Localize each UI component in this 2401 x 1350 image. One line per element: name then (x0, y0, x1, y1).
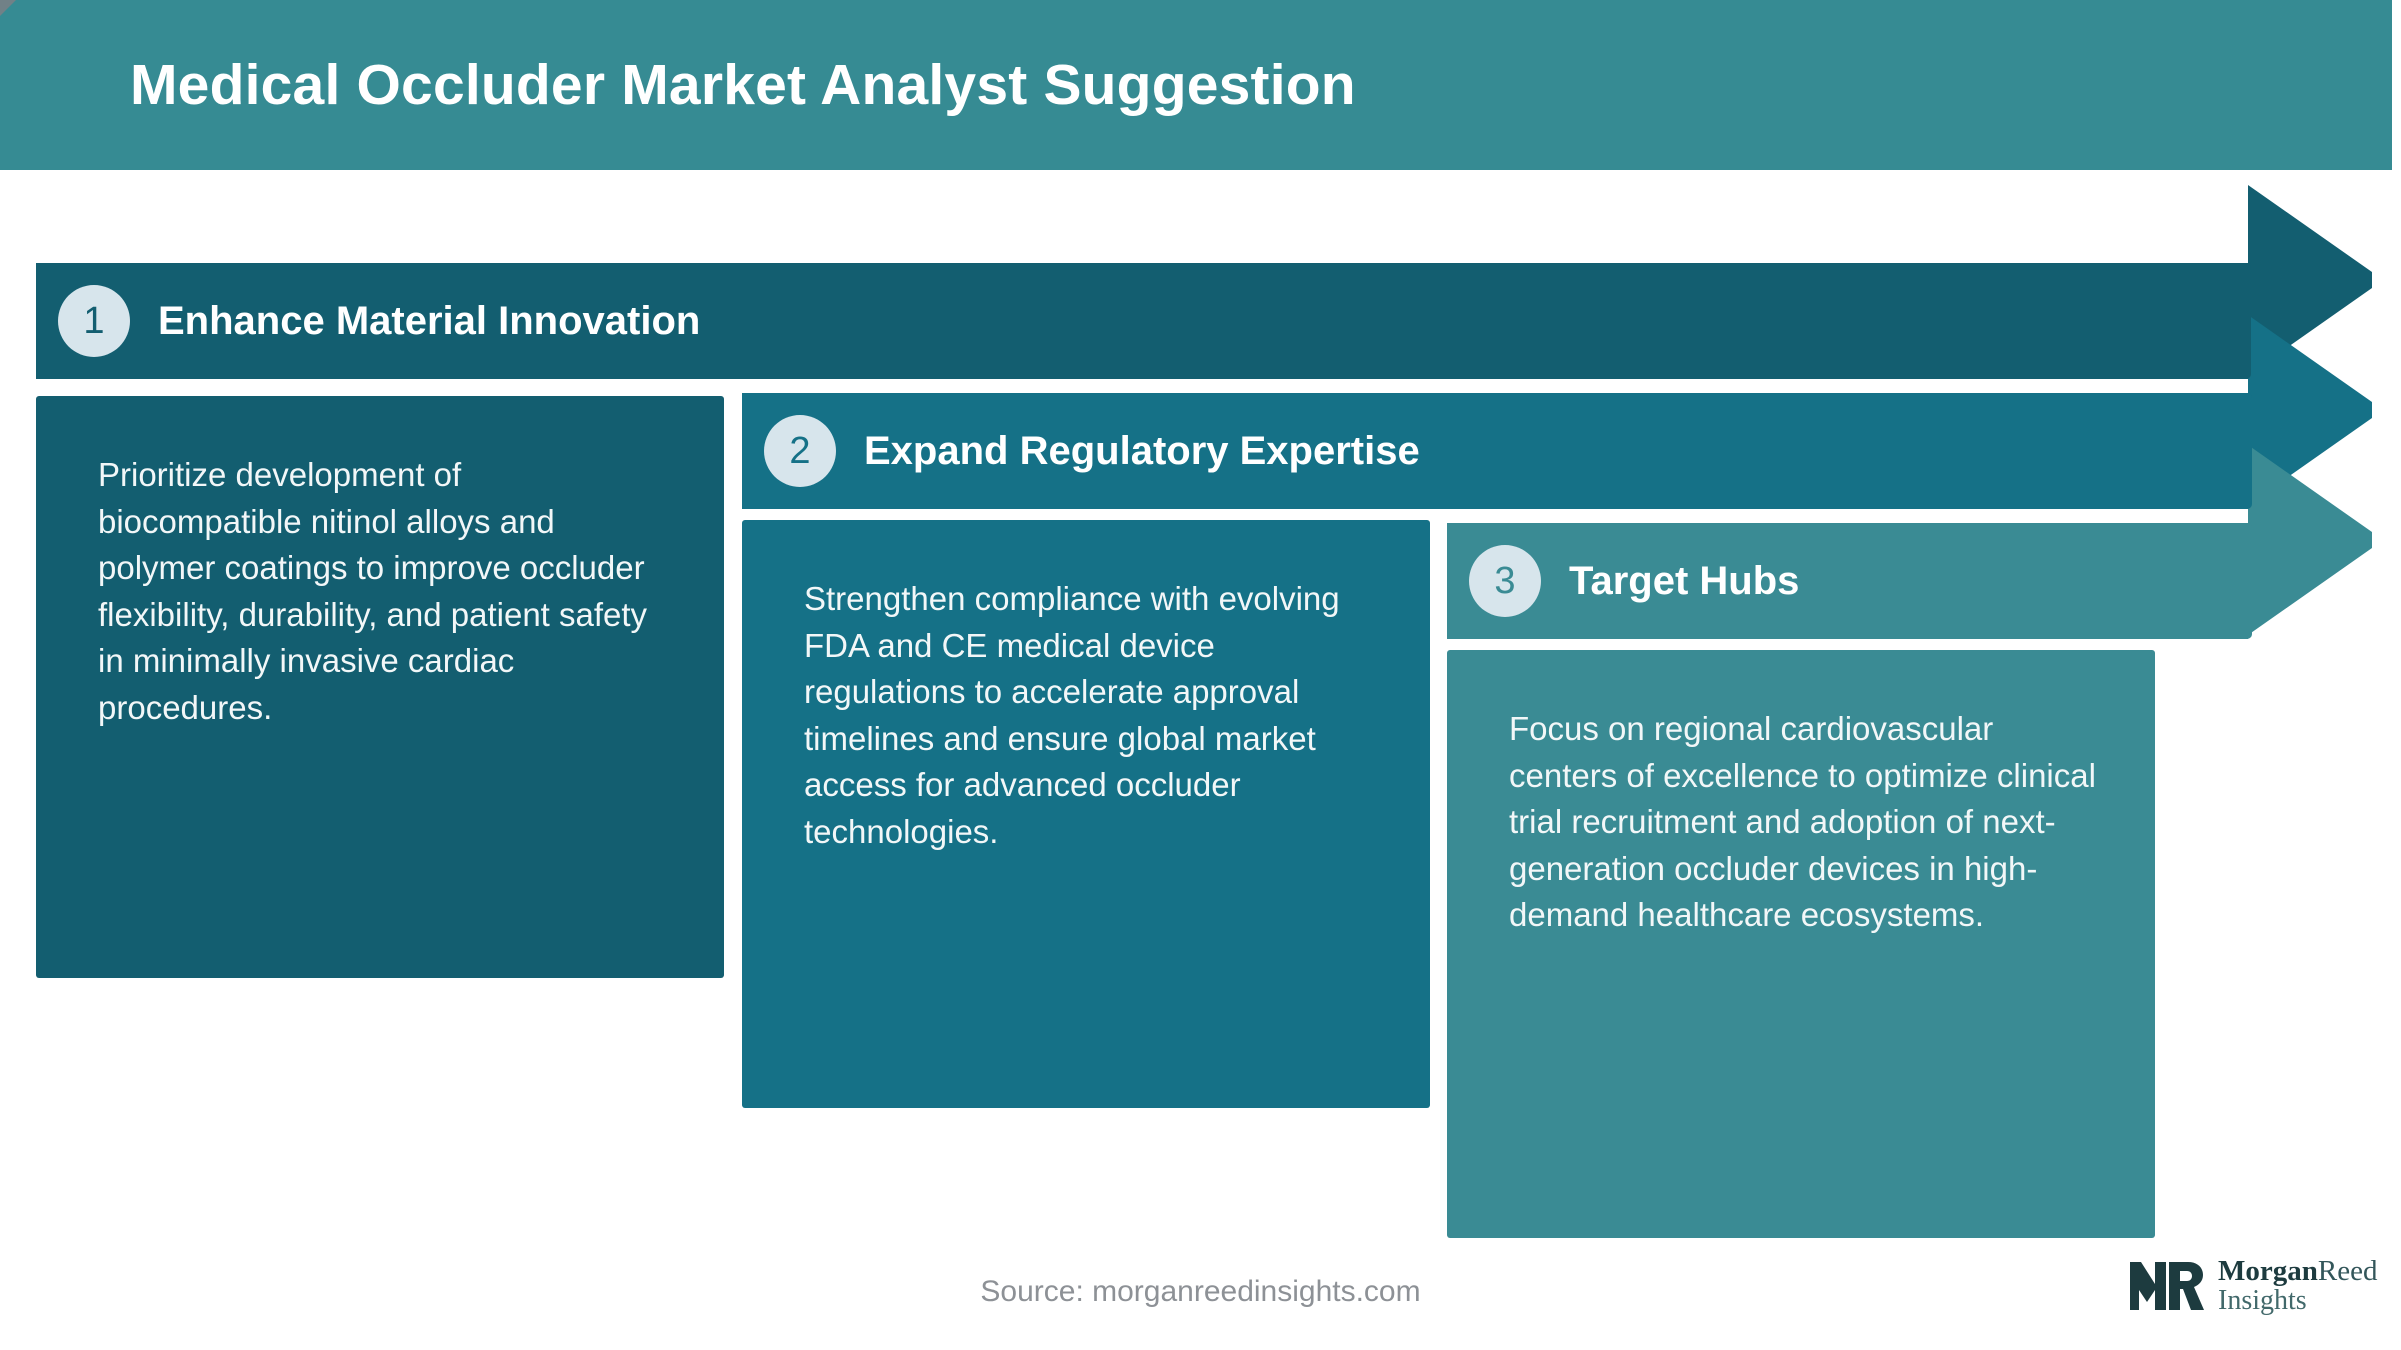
step-number-badge-1: 1 (58, 285, 130, 357)
step-description-2: Strengthen compliance with evolving FDA … (804, 580, 1340, 850)
logo-wordmark: MorganReed Insights (2218, 1256, 2377, 1315)
step-band-1[interactable]: 1 Enhance Material Innovation (36, 263, 2251, 379)
source-note: Source: morganreedinsights.com (980, 1275, 1421, 1308)
corner-notch-icon (0, 0, 16, 16)
step-number-badge-2: 2 (764, 415, 836, 487)
logo-line-primary: MorganReed (2218, 1256, 2377, 1286)
step-card-2: Strengthen compliance with evolving FDA … (742, 520, 1430, 1108)
header-banner: Medical Occluder Market Analyst Suggesti… (0, 0, 2392, 170)
step-title-1: Enhance Material Innovation (158, 298, 701, 343)
logo-line-secondary: Insights (2218, 1285, 2307, 1317)
step-card-3: Focus on regional cardiovascular centers… (1447, 650, 2155, 1238)
brand-logo[interactable]: MorganReed Insights (2128, 1256, 2377, 1315)
step-card-1: Prioritize development of biocompatible … (36, 396, 724, 978)
page-title: Medical Occluder Market Analyst Suggesti… (130, 53, 1356, 117)
step-description-1: Prioritize development of biocompatible … (98, 456, 648, 726)
step-description-3: Focus on regional cardiovascular centers… (1509, 710, 2096, 934)
step-band-3[interactable]: 3 Target Hubs (1447, 523, 2252, 639)
logo-reed: Reed (2317, 1255, 2378, 1287)
mr-monogram-icon (2130, 1261, 2204, 1310)
step-title-3: Target Hubs (1569, 558, 1800, 603)
step-title-2: Expand Regulatory Expertise (864, 428, 1420, 473)
step-number-badge-3: 3 (1469, 545, 1541, 617)
step-band-2[interactable]: 2 Expand Regulatory Expertise (742, 393, 2252, 509)
logo-morgan: Morgan (2218, 1255, 2318, 1287)
